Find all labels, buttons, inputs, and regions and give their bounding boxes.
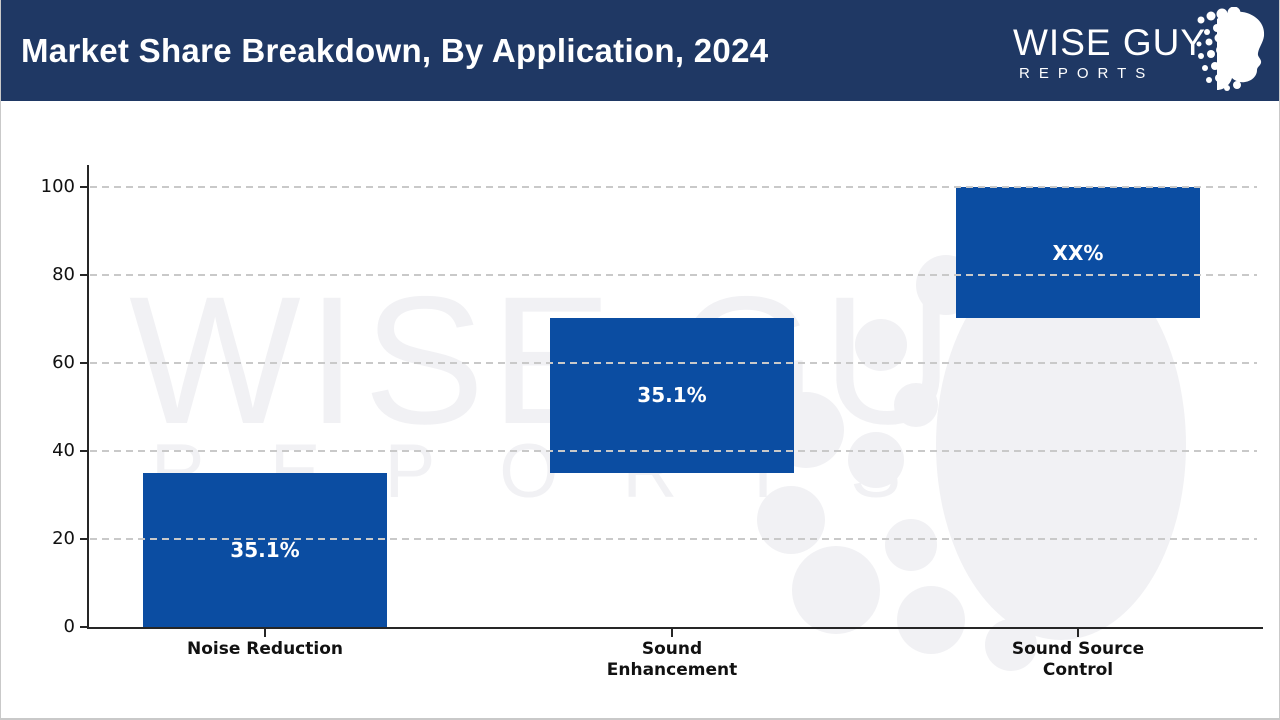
bar-value-label: 35.1% xyxy=(637,383,707,408)
y-tick-80 xyxy=(80,274,88,276)
header: Market Share Breakdown, By Application, … xyxy=(1,0,1279,101)
wise-guy-reports-logo: WISE GUY REPORTS xyxy=(1013,7,1265,91)
gridline-60 xyxy=(90,362,1257,364)
x-tick-0 xyxy=(264,629,266,637)
logo-face-icon xyxy=(1196,7,1265,91)
page-title: Market Share Breakdown, By Application, … xyxy=(21,31,769,69)
y-tick-label: 0 xyxy=(63,616,75,637)
gridline-40 xyxy=(90,450,1257,452)
y-tick-100 xyxy=(80,186,88,188)
y-tick-0 xyxy=(80,626,88,628)
gridline-100 xyxy=(90,186,1257,188)
logo-wiseguy-text: WISE GUY xyxy=(1013,22,1206,63)
gridline-20 xyxy=(90,538,1257,540)
gridline-80 xyxy=(90,274,1257,276)
bar-value-label: XX% xyxy=(1052,240,1104,265)
y-tick-label: 100 xyxy=(40,176,75,197)
x-category-label: Noise Reduction xyxy=(186,639,343,659)
bar-sound-enhancement xyxy=(550,318,794,473)
y-tick-label: 20 xyxy=(52,528,75,549)
y-tick-60 xyxy=(80,362,88,364)
x-category-label: Sound Source Control xyxy=(1011,639,1145,681)
y-tick-label: 60 xyxy=(52,352,75,373)
bar-noise-reduction xyxy=(143,472,387,627)
x-category-label: Sound Enhancement xyxy=(606,639,738,681)
y-axis-line xyxy=(87,165,89,628)
logo-reports-text: REPORTS xyxy=(1019,65,1154,82)
x-axis-line xyxy=(87,627,1263,629)
y-tick-20 xyxy=(80,538,88,540)
x-tick-2 xyxy=(1077,629,1079,637)
y-tick-label: 80 xyxy=(52,264,75,285)
bar-value-label: 35.1% xyxy=(230,537,300,562)
y-tick-label: 40 xyxy=(52,440,75,461)
y-tick-40 xyxy=(80,450,88,452)
x-tick-1 xyxy=(671,629,673,637)
